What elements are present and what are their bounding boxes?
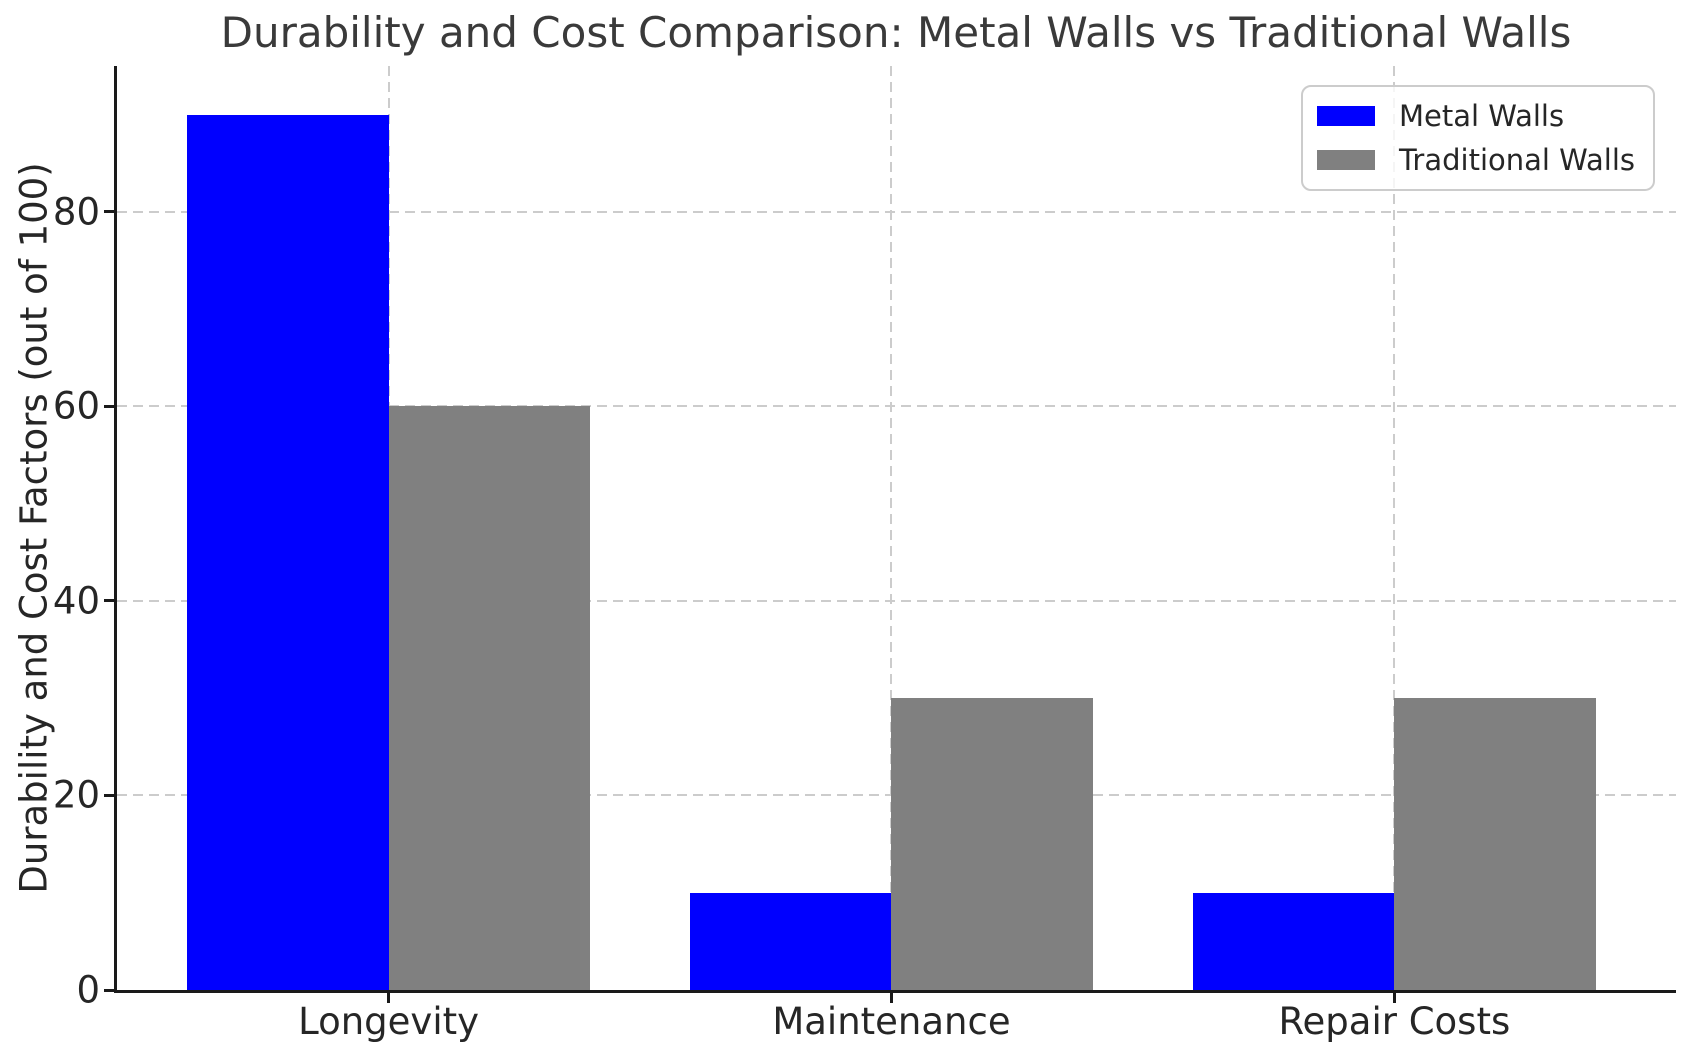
x-gridline bbox=[890, 66, 893, 990]
bar-traditional-walls-repair-costs bbox=[1394, 698, 1596, 990]
y-gridline bbox=[117, 405, 1676, 408]
legend-swatch-traditional-walls bbox=[1316, 150, 1375, 170]
y-tick-label-40: 40 bbox=[52, 579, 100, 623]
x-tick-label-repair-costs: Repair Costs bbox=[1278, 1000, 1511, 1043]
y-tick bbox=[104, 404, 114, 408]
legend-label-traditional-walls: Traditional Walls bbox=[1398, 143, 1635, 177]
y-gridline bbox=[117, 599, 1676, 602]
bar-metal-walls-longevity bbox=[187, 114, 389, 990]
legend-swatch-metal-walls bbox=[1316, 106, 1375, 126]
bar-metal-walls-repair-costs bbox=[1193, 892, 1395, 990]
bar-traditional-walls-longevity bbox=[388, 406, 590, 990]
x-tick-label-maintenance: Maintenance bbox=[772, 1000, 1011, 1043]
x-tick bbox=[1392, 993, 1396, 1003]
legend: Metal Walls Traditional Walls bbox=[1300, 85, 1655, 191]
y-tick-label-60: 60 bbox=[52, 384, 100, 428]
y-tick bbox=[104, 988, 114, 992]
legend-item-metal-walls: Metal Walls bbox=[1316, 99, 1635, 133]
chart-title: Durability and Cost Comparison: Metal Wa… bbox=[220, 8, 1572, 57]
x-axis-spine bbox=[114, 990, 1676, 993]
x-gridline bbox=[1393, 66, 1396, 990]
y-tick-label-0: 0 bbox=[76, 968, 100, 1012]
y-tick-label-80: 80 bbox=[52, 190, 100, 234]
x-tick bbox=[387, 993, 391, 1003]
y-axis-spine bbox=[114, 66, 117, 993]
y-gridline bbox=[117, 210, 1676, 213]
bar-traditional-walls-maintenance bbox=[891, 698, 1093, 990]
y-tick bbox=[104, 793, 114, 797]
y-tick bbox=[104, 599, 114, 603]
legend-item-traditional-walls: Traditional Walls bbox=[1316, 143, 1635, 177]
y-tick-label-20: 20 bbox=[52, 773, 100, 817]
bar-metal-walls-maintenance bbox=[690, 892, 892, 990]
y-tick bbox=[104, 210, 114, 214]
x-tick-label-longevity: Longevity bbox=[298, 1000, 480, 1043]
x-tick bbox=[889, 993, 893, 1003]
plot-area: Longevity Maintenance Repair Costs 0 20 40 60 8… bbox=[53, 66, 1676, 1043]
legend-label-metal-walls: Metal Walls bbox=[1398, 99, 1565, 133]
